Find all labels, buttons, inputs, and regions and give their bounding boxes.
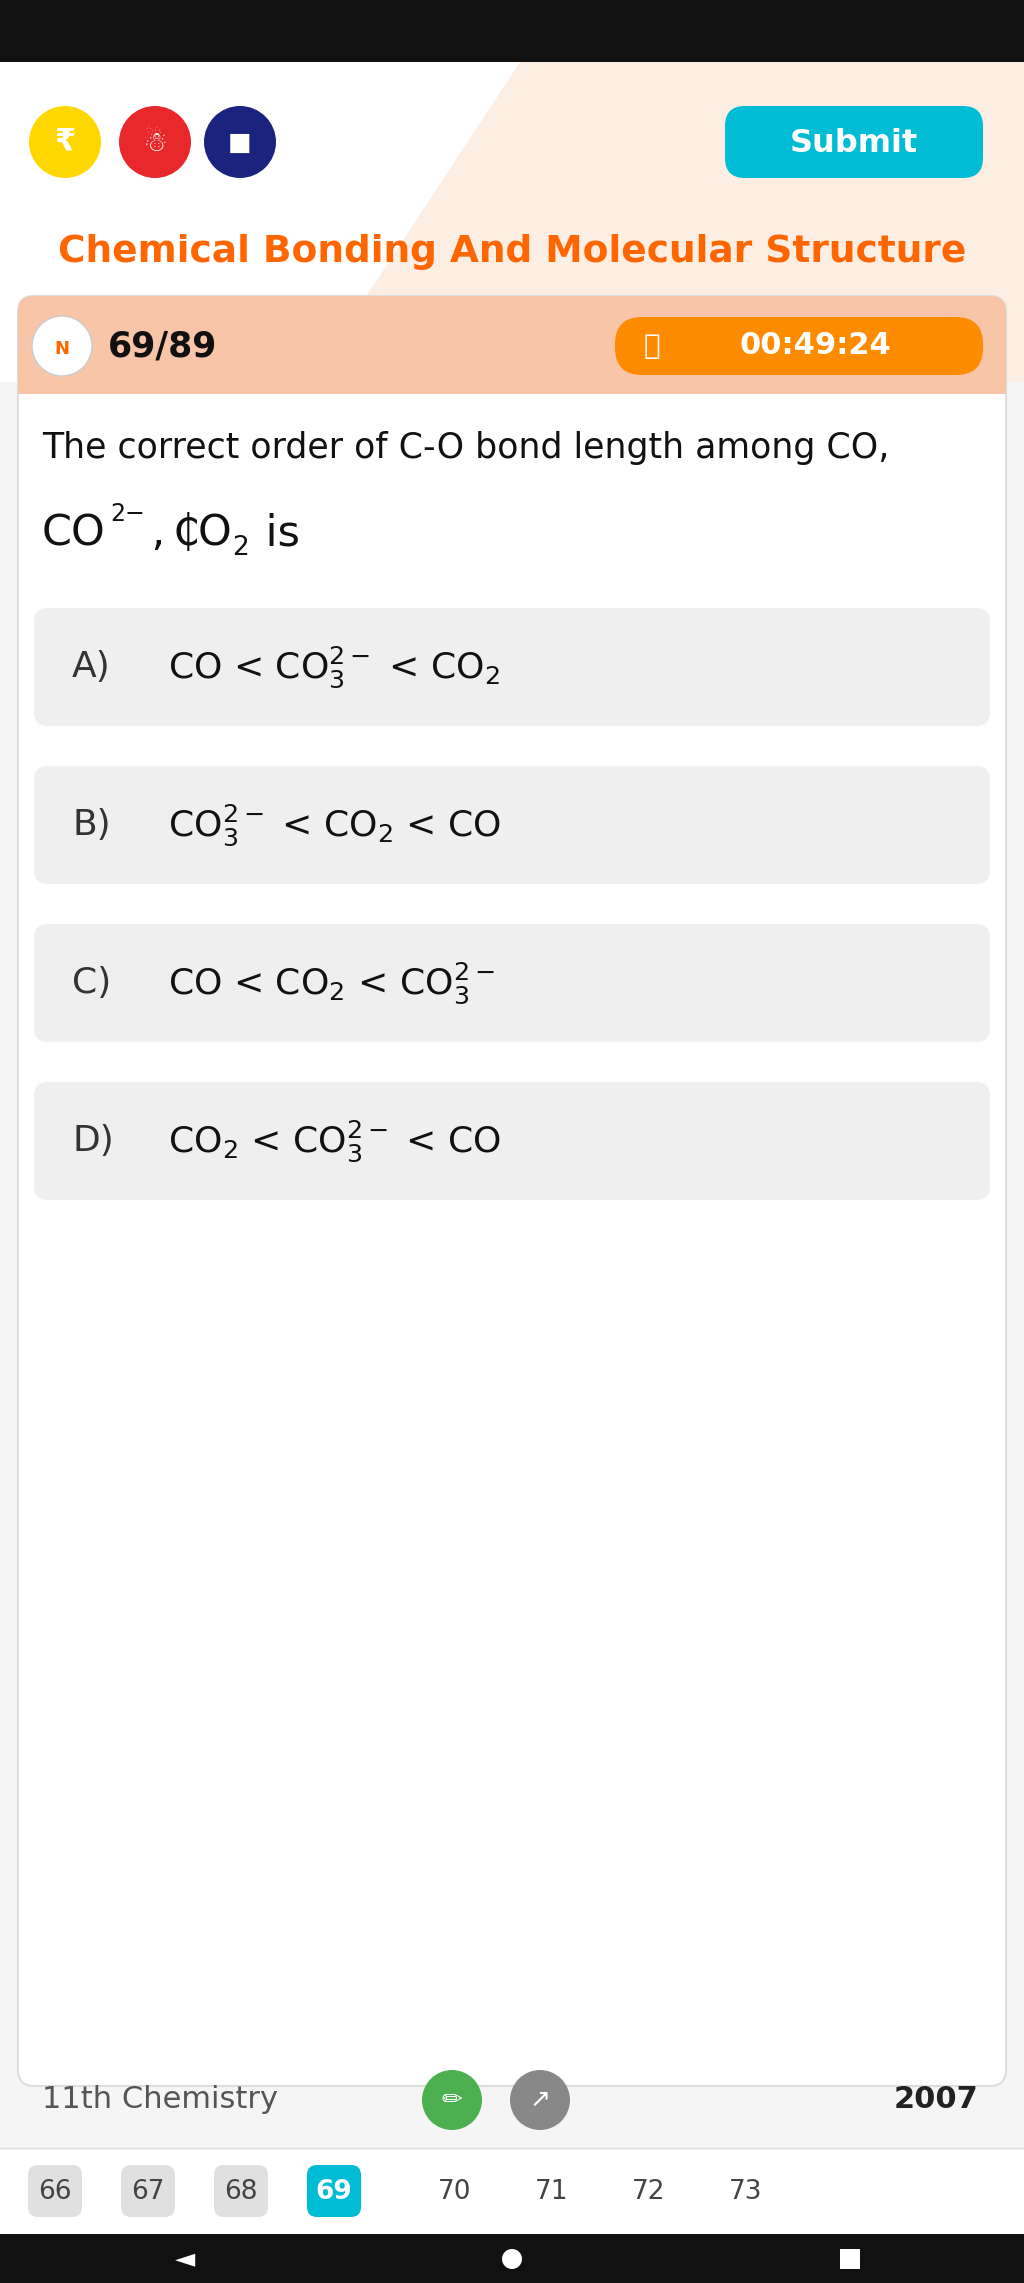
Circle shape	[502, 2249, 522, 2269]
Text: 2: 2	[232, 534, 249, 562]
Text: N: N	[54, 340, 70, 358]
Text: D): D)	[72, 1123, 114, 1157]
Text: 66: 66	[38, 2178, 72, 2205]
Text: O: O	[198, 511, 231, 555]
Circle shape	[29, 105, 101, 178]
Text: A): A)	[72, 651, 111, 685]
Text: CO < CO$_2$ < CO$_3^{2-}$: CO < CO$_2$ < CO$_3^{2-}$	[168, 961, 495, 1007]
FancyBboxPatch shape	[18, 297, 1006, 395]
Text: C): C)	[72, 966, 112, 1000]
Text: 11th Chemistry: 11th Chemistry	[42, 2084, 278, 2114]
Circle shape	[204, 105, 276, 178]
Text: 73: 73	[729, 2178, 763, 2205]
Circle shape	[422, 2071, 482, 2130]
FancyBboxPatch shape	[18, 297, 1006, 2087]
FancyBboxPatch shape	[214, 2164, 268, 2217]
FancyBboxPatch shape	[0, 2151, 1024, 2235]
FancyBboxPatch shape	[34, 607, 990, 726]
Text: ₹: ₹	[54, 128, 76, 158]
FancyBboxPatch shape	[725, 105, 983, 178]
FancyBboxPatch shape	[18, 356, 1006, 395]
Text: ☃: ☃	[142, 130, 168, 158]
Text: ◄: ◄	[175, 2246, 196, 2272]
FancyBboxPatch shape	[34, 1082, 990, 1201]
Text: 69: 69	[315, 2178, 352, 2205]
Text: 71: 71	[536, 2178, 568, 2205]
Text: 67: 67	[131, 2178, 165, 2205]
Text: ,: ,	[138, 511, 165, 555]
Text: CO: CO	[42, 511, 105, 555]
Text: 68: 68	[224, 2178, 258, 2205]
Text: CO < CO$_3^{2-}$ < CO$_2$: CO < CO$_3^{2-}$ < CO$_2$	[168, 644, 500, 689]
FancyBboxPatch shape	[34, 767, 990, 884]
Text: ⏰: ⏰	[644, 331, 660, 361]
FancyBboxPatch shape	[307, 2164, 361, 2217]
FancyBboxPatch shape	[121, 2164, 175, 2217]
Text: ₵: ₵	[172, 511, 200, 555]
Text: 70: 70	[438, 2178, 472, 2205]
Circle shape	[119, 105, 191, 178]
Text: Submit: Submit	[790, 128, 919, 158]
Text: 2007: 2007	[893, 2084, 978, 2114]
Text: 69/89: 69/89	[108, 329, 217, 363]
Text: ■: ■	[228, 130, 252, 155]
FancyBboxPatch shape	[840, 2249, 860, 2269]
FancyBboxPatch shape	[28, 2164, 82, 2217]
Text: 72: 72	[632, 2178, 666, 2205]
Text: The correct order of C-O bond length among CO,: The correct order of C-O bond length amo…	[42, 431, 890, 466]
Text: CO$_2$ < CO$_3^{2-}$ < CO: CO$_2$ < CO$_3^{2-}$ < CO	[168, 1119, 502, 1164]
Text: 2−: 2−	[110, 502, 144, 525]
Text: ✏: ✏	[441, 2089, 463, 2112]
Text: 00:49:24: 00:49:24	[739, 331, 891, 361]
Circle shape	[32, 315, 92, 377]
Text: CO$_3^{2-}$ < CO$_2$ < CO: CO$_3^{2-}$ < CO$_2$ < CO	[168, 801, 502, 847]
FancyBboxPatch shape	[615, 317, 983, 374]
Text: is: is	[252, 511, 300, 555]
Text: B): B)	[72, 808, 111, 842]
Text: ↗: ↗	[529, 2089, 551, 2112]
FancyBboxPatch shape	[34, 925, 990, 1041]
FancyBboxPatch shape	[0, 62, 1024, 381]
FancyBboxPatch shape	[0, 2235, 1024, 2283]
Text: Chemical Bonding And Molecular Structure: Chemical Bonding And Molecular Structure	[57, 233, 967, 269]
Circle shape	[510, 2071, 570, 2130]
FancyBboxPatch shape	[0, 0, 1024, 62]
Polygon shape	[0, 62, 520, 381]
